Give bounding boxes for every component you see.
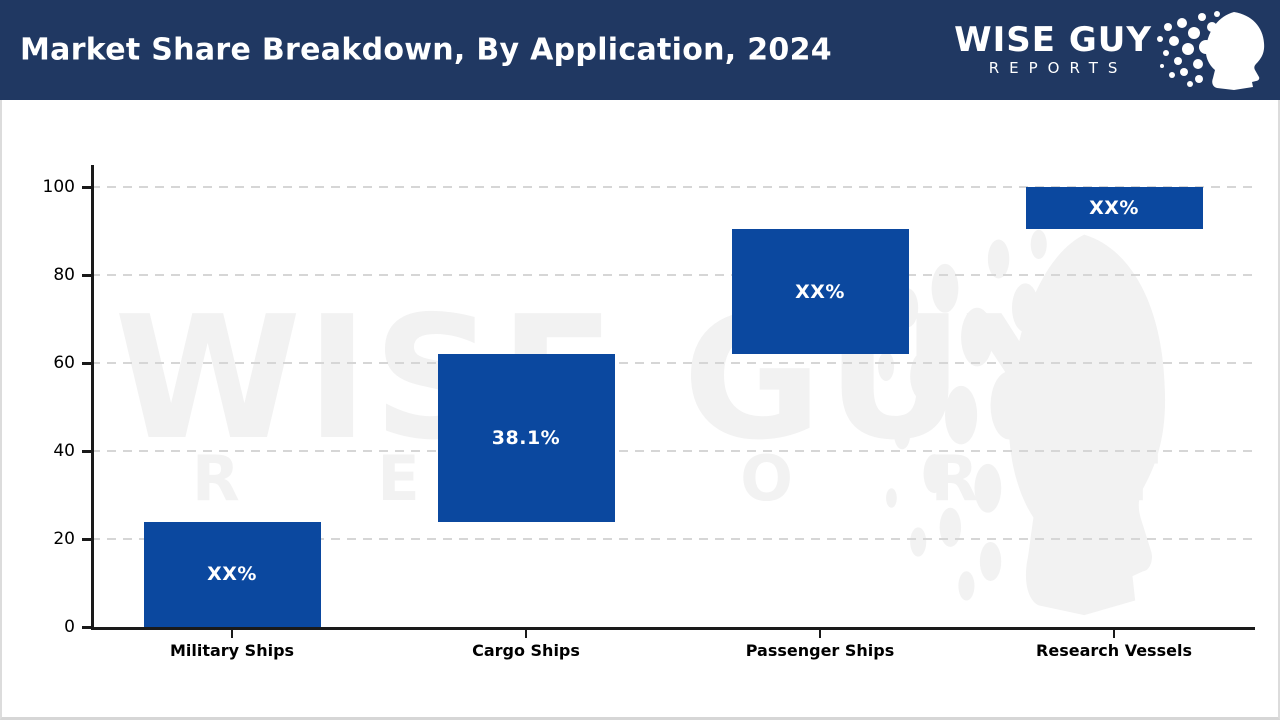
- bar-passenger-ships: XX%: [731, 229, 909, 355]
- x-axis-label-cargo-ships: Cargo Ships: [472, 641, 580, 660]
- logo-text: WISE GUY REPORTS: [954, 19, 1152, 78]
- y-tick-100: [82, 186, 91, 189]
- y-tick-label-0: 0: [64, 617, 75, 637]
- watermark-face-icon: [878, 229, 1166, 616]
- logo-wiseguy-text: WISE GUY: [954, 19, 1152, 60]
- x-tick-3: [819, 630, 821, 638]
- bar-cargo-ships: 38.1%: [437, 354, 615, 522]
- y-tick-60: [82, 362, 91, 365]
- y-tick-label-60: 60: [53, 353, 75, 373]
- bar-value-label: XX%: [1089, 197, 1139, 220]
- bar-value-label: XX%: [207, 563, 257, 586]
- y-axis-line: [91, 165, 94, 630]
- chart-area: WISE GUY R E P O R T S 0 20 40 60 80 100 XX% Mi…: [0, 100, 1280, 720]
- gridline-100: [91, 186, 1255, 188]
- logo-face-icon: [1157, 11, 1265, 90]
- x-axis-label-military-ships: Military Ships: [169, 641, 295, 660]
- x-tick-4: [1113, 630, 1115, 638]
- x-axis-line: [91, 627, 1255, 630]
- logo-reports-text: REPORTS: [988, 59, 1128, 78]
- bar-military-ships: XX%: [143, 521, 321, 627]
- x-axis-label-passenger-ships: Passenger Ships: [745, 641, 895, 660]
- y-tick-label-80: 80: [53, 265, 75, 285]
- bar-value-label: 38.1%: [491, 427, 561, 449]
- y-tick-20: [82, 538, 91, 541]
- header: Market Share Breakdown, By Application, …: [0, 0, 1280, 100]
- y-tick-80: [82, 274, 91, 277]
- y-tick-label-100: 100: [42, 177, 75, 197]
- gridline-80: [91, 274, 1255, 276]
- x-tick-2: [525, 630, 527, 638]
- x-axis-label-research-vessels: Research Vessels: [1036, 641, 1192, 660]
- gridline-60: [91, 362, 1255, 364]
- y-tick-label-40: 40: [53, 441, 75, 461]
- gridline-20: [91, 538, 1255, 540]
- gridline-40: [91, 450, 1255, 452]
- bar-research-vessels: XX%: [1025, 187, 1203, 230]
- page-title: Market Share Breakdown, By Application, …: [20, 32, 832, 68]
- x-tick-1: [231, 630, 233, 638]
- y-tick-40: [82, 450, 91, 453]
- y-tick-label-20: 20: [53, 529, 75, 549]
- bar-value-label: XX%: [795, 280, 845, 303]
- y-tick-0: [82, 626, 91, 629]
- wise-guy-logo: WISE GUY REPORTS: [954, 8, 1266, 92]
